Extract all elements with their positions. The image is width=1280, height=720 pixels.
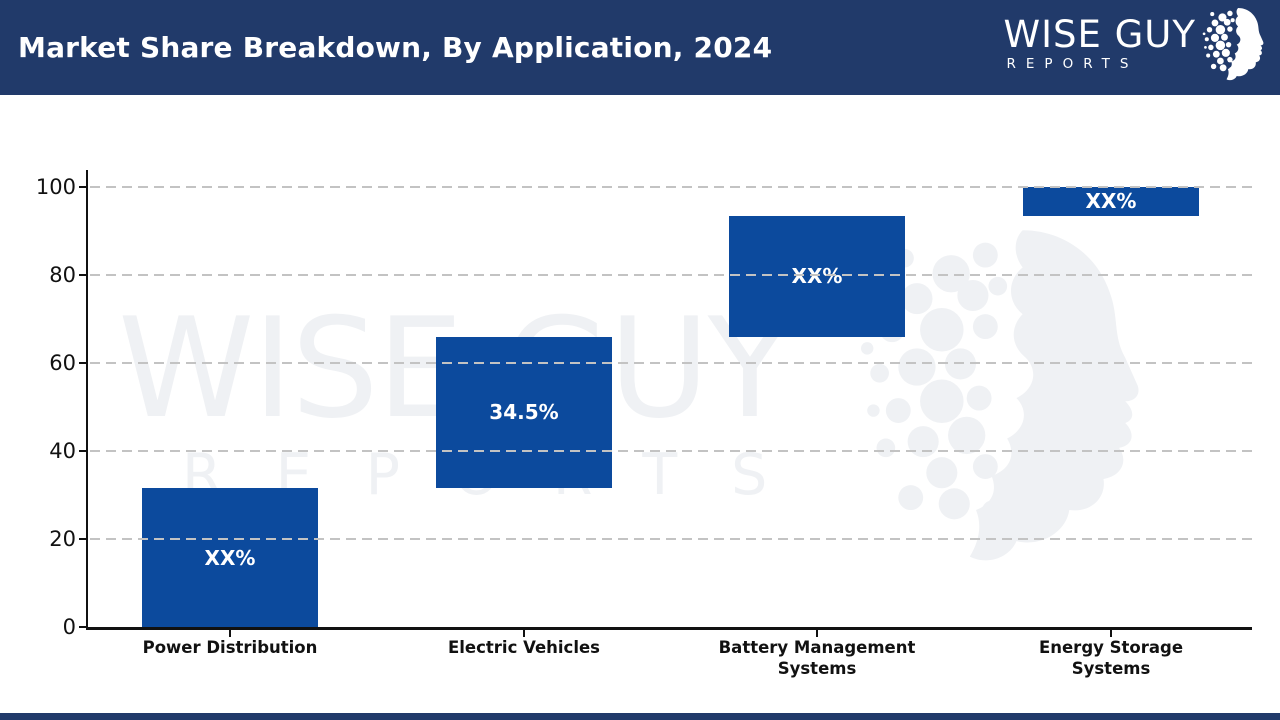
gridline-80 bbox=[90, 274, 1252, 276]
x-tick-power-distribution bbox=[229, 630, 231, 637]
footer-bar bbox=[0, 713, 1280, 720]
y-tick-60 bbox=[79, 362, 86, 364]
y-tick-label-40: 40 bbox=[49, 439, 76, 463]
bar-power-distribution: XX% bbox=[142, 488, 318, 627]
bar-value-label-electric-vehicles: 34.5% bbox=[489, 400, 559, 425]
page-title: Market Share Breakdown, By Application, … bbox=[18, 31, 773, 64]
y-tick-0 bbox=[79, 626, 86, 628]
x-tick-battery-management-systems bbox=[816, 630, 818, 637]
gridline-20 bbox=[90, 538, 1252, 540]
brand-logo-wordmark: WISE GUY bbox=[1003, 13, 1196, 57]
header-bar: Market Share Breakdown, By Application, … bbox=[0, 0, 1280, 95]
x-tick-electric-vehicles bbox=[523, 630, 525, 637]
y-tick-80 bbox=[79, 274, 86, 276]
category-label-power-distribution: Power Distribution bbox=[142, 638, 318, 657]
brand-logo: WISE GUY REPORTS bbox=[1004, 6, 1268, 82]
y-tick-label-0: 0 bbox=[62, 615, 76, 639]
brand-logo-subtext: REPORTS bbox=[1006, 55, 1139, 72]
y-tick-label-100: 100 bbox=[35, 175, 76, 199]
brand-logo-text: WISE GUY REPORTS bbox=[1003, 13, 1196, 72]
x-axis-line bbox=[86, 627, 1252, 630]
gridline-100 bbox=[90, 186, 1252, 188]
y-tick-20 bbox=[79, 538, 86, 540]
brand-logo-head-icon bbox=[1202, 7, 1264, 81]
y-tick-label-80: 80 bbox=[49, 263, 76, 287]
bar-electric-vehicles: 34.5% bbox=[436, 336, 612, 489]
x-tick-energy-storage-systems bbox=[1110, 630, 1112, 637]
bar-battery-management-systems: XX% bbox=[729, 215, 905, 337]
bar-value-label-energy-storage-systems: XX% bbox=[1085, 189, 1137, 214]
bar-value-label-power-distribution: XX% bbox=[204, 545, 256, 570]
bar-energy-storage-systems: XX% bbox=[1023, 187, 1199, 216]
category-label-electric-vehicles: Electric Vehicles bbox=[447, 638, 600, 657]
y-axis-line bbox=[86, 170, 88, 629]
y-tick-label-20: 20 bbox=[49, 527, 76, 551]
bar-value-label-battery-management-systems: XX% bbox=[791, 264, 843, 289]
y-tick-label-60: 60 bbox=[49, 351, 76, 375]
y-tick-100 bbox=[79, 186, 86, 188]
category-label-battery-management-systems: Battery Management Systems bbox=[718, 638, 916, 678]
gridline-60 bbox=[90, 362, 1252, 364]
category-label-energy-storage-systems: Energy Storage Systems bbox=[1038, 638, 1184, 678]
gridline-40 bbox=[90, 450, 1252, 452]
y-tick-40 bbox=[79, 450, 86, 452]
